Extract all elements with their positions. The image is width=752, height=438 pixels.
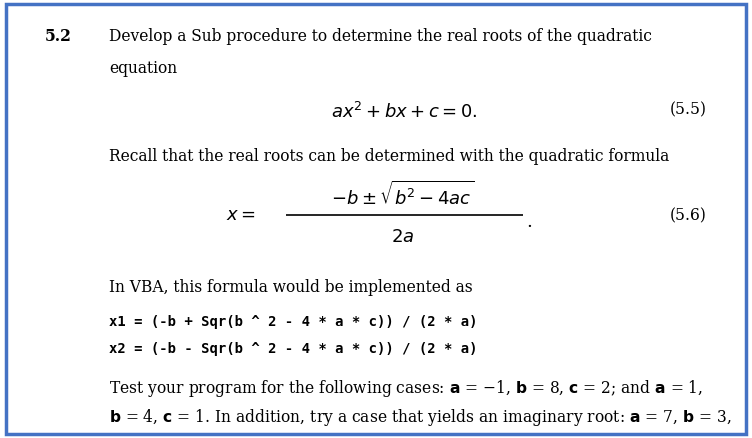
Text: $\mathbf{c}$ = 1. What happens?: $\mathbf{c}$ = 1. What happens? [109, 437, 283, 438]
Text: x1 = (-b + Sqr(b ^ 2 - 4 * a * c)) / (2 * a): x1 = (-b + Sqr(b ^ 2 - 4 * a * c)) / (2 … [109, 315, 478, 329]
Text: Recall that the real roots can be determined with the quadratic formula: Recall that the real roots can be determ… [109, 148, 669, 165]
Text: $x =$: $x =$ [226, 206, 256, 225]
Text: In VBA, this formula would be implemented as: In VBA, this formula would be implemente… [109, 279, 473, 296]
Text: Develop a Sub procedure to determine the real roots of the quadratic: Develop a Sub procedure to determine the… [109, 28, 652, 46]
Text: $-b \pm \sqrt{b^2 - 4ac}$: $-b \pm \sqrt{b^2 - 4ac}$ [331, 180, 474, 208]
Text: (5.5): (5.5) [669, 102, 706, 119]
Text: Test your program for the following cases: $\mathbf{a}$ = $-$1, $\mathbf{b}$ = 8: Test your program for the following case… [109, 378, 703, 399]
Text: $2a$: $2a$ [391, 227, 414, 246]
Text: .: . [526, 213, 532, 231]
Text: 5.2: 5.2 [45, 28, 72, 46]
Text: x2 = (-b - Sqr(b ^ 2 - 4 * a * c)) / (2 * a): x2 = (-b - Sqr(b ^ 2 - 4 * a * c)) / (2 … [109, 342, 478, 356]
Text: $\mathbf{b}$ = 4, $\mathbf{c}$ = 1. In addition, try a case that yields an imagi: $\mathbf{b}$ = 4, $\mathbf{c}$ = 1. In a… [109, 407, 732, 428]
FancyBboxPatch shape [6, 4, 746, 434]
Text: $ax^2 + bx + c = 0.$: $ax^2 + bx + c = 0.$ [331, 102, 478, 122]
Text: equation: equation [109, 60, 177, 77]
Text: (5.6): (5.6) [669, 207, 706, 224]
